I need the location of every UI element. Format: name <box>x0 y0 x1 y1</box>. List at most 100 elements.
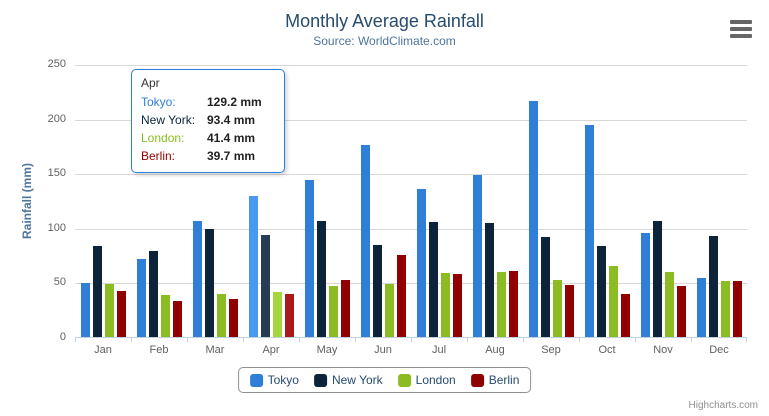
legend-marker-icon <box>470 373 484 387</box>
bar-london-jun[interactable] <box>384 284 394 337</box>
bar-london-oct[interactable] <box>608 266 618 337</box>
y-axis-tick-label: 0 <box>59 331 66 343</box>
bar-berlin-sep[interactable] <box>564 285 574 337</box>
bar-tokyo-aug[interactable] <box>472 175 482 337</box>
legend: Tokyo New York London Berlin <box>237 367 532 393</box>
bar-new-york-jun[interactable] <box>372 245 382 337</box>
bar-london-aug[interactable] <box>496 272 506 337</box>
bar-tokyo-jul[interactable] <box>416 189 426 337</box>
plot-area <box>75 65 747 342</box>
bar-london-may[interactable] <box>328 286 338 337</box>
legend-label: Tokyo <box>267 373 299 387</box>
bar-tokyo-oct[interactable] <box>584 125 594 337</box>
bar-tokyo-feb[interactable] <box>136 259 146 337</box>
bar-berlin-jun[interactable] <box>396 255 406 337</box>
x-axis-tick <box>187 337 188 342</box>
category-group-jun <box>355 65 411 337</box>
legend-marker-icon <box>313 373 327 387</box>
bar-tokyo-sep[interactable] <box>528 101 538 337</box>
bar-new-york-mar[interactable] <box>204 229 214 337</box>
legend-label: London <box>415 373 456 387</box>
x-axis-tick <box>131 337 132 342</box>
category-group-jul <box>411 65 467 337</box>
bar-london-mar[interactable] <box>216 294 226 337</box>
y-axis-tick-label: 100 <box>47 222 66 234</box>
bar-berlin-jan[interactable] <box>116 291 126 337</box>
category-group-dec <box>691 65 747 337</box>
legend-item-london[interactable]: London <box>397 373 456 387</box>
bar-berlin-apr[interactable] <box>284 294 294 337</box>
bar-london-apr[interactable] <box>272 292 282 337</box>
bar-berlin-jul[interactable] <box>452 274 462 337</box>
x-axis-tick <box>299 337 300 342</box>
category-groups <box>75 65 747 337</box>
category-group-oct <box>579 65 635 337</box>
bar-london-dec[interactable] <box>720 281 730 337</box>
category-group-jan <box>75 65 131 337</box>
bar-new-york-oct[interactable] <box>596 246 606 337</box>
bar-tokyo-dec[interactable] <box>696 278 706 337</box>
bar-tokyo-may[interactable] <box>304 180 314 337</box>
bar-new-york-may[interactable] <box>316 221 326 337</box>
bar-new-york-dec[interactable] <box>708 236 718 337</box>
x-axis-tick <box>355 337 356 342</box>
bar-berlin-dec[interactable] <box>732 281 742 337</box>
bar-new-york-sep[interactable] <box>540 237 550 337</box>
legend-item-tokyo[interactable]: Tokyo <box>249 373 299 387</box>
bar-tokyo-apr[interactable] <box>248 196 258 337</box>
bar-tokyo-jan[interactable] <box>80 283 90 337</box>
legend-item-berlin[interactable]: Berlin <box>470 373 519 387</box>
x-axis-tick <box>691 337 692 342</box>
bar-new-york-feb[interactable] <box>148 251 158 337</box>
chart-title: Monthly Average Rainfall <box>285 11 484 31</box>
bar-tokyo-mar[interactable] <box>192 221 202 337</box>
gridline <box>75 65 747 66</box>
credits-link[interactable]: Highcharts.com <box>688 400 758 411</box>
hamburger-icon <box>730 34 752 38</box>
x-axis-label-oct: Oct <box>598 344 616 356</box>
category-group-mar <box>187 65 243 337</box>
bar-berlin-nov[interactable] <box>676 286 686 337</box>
category-group-feb <box>131 65 187 337</box>
bar-new-york-jul[interactable] <box>428 222 438 337</box>
bar-london-jan[interactable] <box>104 284 114 337</box>
x-axis-label-mar: Mar <box>205 344 225 356</box>
export-menu-button[interactable] <box>728 20 754 38</box>
x-axis-label-apr: Apr <box>262 344 280 356</box>
bar-london-sep[interactable] <box>552 280 562 337</box>
y-axis-tick-label: 250 <box>47 58 66 70</box>
x-axis-label-may: May <box>316 344 338 356</box>
legend-item-new-york[interactable]: New York <box>313 373 383 387</box>
bar-berlin-feb[interactable] <box>172 301 182 337</box>
bar-london-jul[interactable] <box>440 273 450 337</box>
legend-marker-icon <box>397 373 411 387</box>
legend-label: New York <box>331 373 383 387</box>
bar-tokyo-jun[interactable] <box>360 145 370 337</box>
x-axis-labels: Jan Feb Mar Apr May Jun Jul Aug Sep Oct Nov Dec <box>75 344 747 356</box>
bar-new-york-jan[interactable] <box>92 246 102 337</box>
gridline <box>75 174 747 175</box>
bar-london-feb[interactable] <box>160 295 170 337</box>
x-axis-label-jul: Jul <box>431 344 447 356</box>
y-axis-tick-label: 150 <box>47 167 66 179</box>
bar-berlin-aug[interactable] <box>508 271 518 337</box>
x-axis-label-feb: Feb <box>149 344 169 356</box>
x-axis-label-nov: Nov <box>653 344 673 356</box>
x-axis-tick <box>746 337 747 342</box>
bar-berlin-mar[interactable] <box>228 299 238 337</box>
bar-tokyo-nov[interactable] <box>640 233 650 337</box>
bar-berlin-may[interactable] <box>340 280 350 337</box>
bar-new-york-nov[interactable] <box>652 221 662 337</box>
bar-new-york-aug[interactable] <box>484 223 494 337</box>
y-axis-tick-label: 200 <box>47 113 66 125</box>
hamburger-icon <box>730 20 752 24</box>
category-group-sep <box>523 65 579 337</box>
bar-berlin-oct[interactable] <box>620 294 630 337</box>
bar-new-york-apr[interactable] <box>260 235 270 337</box>
x-axis-tick <box>411 337 412 342</box>
x-axis-tick <box>579 337 580 342</box>
x-axis-tick <box>75 337 76 342</box>
hamburger-icon <box>730 27 752 31</box>
bar-london-nov[interactable] <box>664 272 674 337</box>
